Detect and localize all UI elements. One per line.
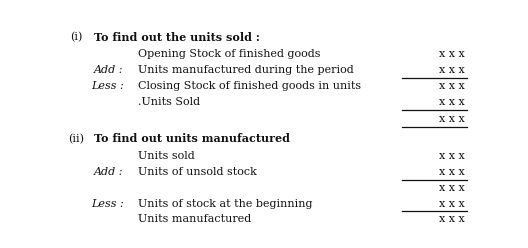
Text: To find out units manufactured: To find out units manufactured: [94, 133, 290, 144]
Text: Closing Stock of finished goods in units: Closing Stock of finished goods in units: [138, 81, 361, 91]
Text: Opening Stock of finished goods: Opening Stock of finished goods: [138, 49, 320, 59]
Text: x x x: x x x: [439, 214, 465, 224]
Text: To find out the units sold :: To find out the units sold :: [94, 32, 260, 43]
Text: x x x: x x x: [439, 183, 465, 193]
Text: x x x: x x x: [439, 151, 465, 161]
Text: x x x: x x x: [439, 49, 465, 59]
Text: x x x: x x x: [439, 114, 465, 124]
Text: x x x: x x x: [439, 81, 465, 91]
Text: Less :: Less :: [91, 199, 124, 210]
Text: Units manufactured: Units manufactured: [138, 214, 251, 224]
Text: Less :: Less :: [91, 81, 124, 91]
Text: Units sold: Units sold: [138, 151, 194, 161]
Text: x x x: x x x: [439, 199, 465, 210]
Text: Units of unsold stock: Units of unsold stock: [138, 167, 257, 177]
Text: (ii): (ii): [68, 133, 84, 144]
Text: .Units Sold: .Units Sold: [138, 97, 200, 107]
Text: Units manufactured during the period: Units manufactured during the period: [138, 65, 353, 75]
Text: x x x: x x x: [439, 65, 465, 75]
Text: Units of stock at the beginning: Units of stock at the beginning: [138, 199, 312, 210]
Text: (i): (i): [70, 32, 82, 43]
Text: x x x: x x x: [439, 97, 465, 107]
Text: Add :: Add :: [94, 167, 124, 177]
Text: Add :: Add :: [94, 65, 124, 75]
Text: x x x: x x x: [439, 167, 465, 177]
